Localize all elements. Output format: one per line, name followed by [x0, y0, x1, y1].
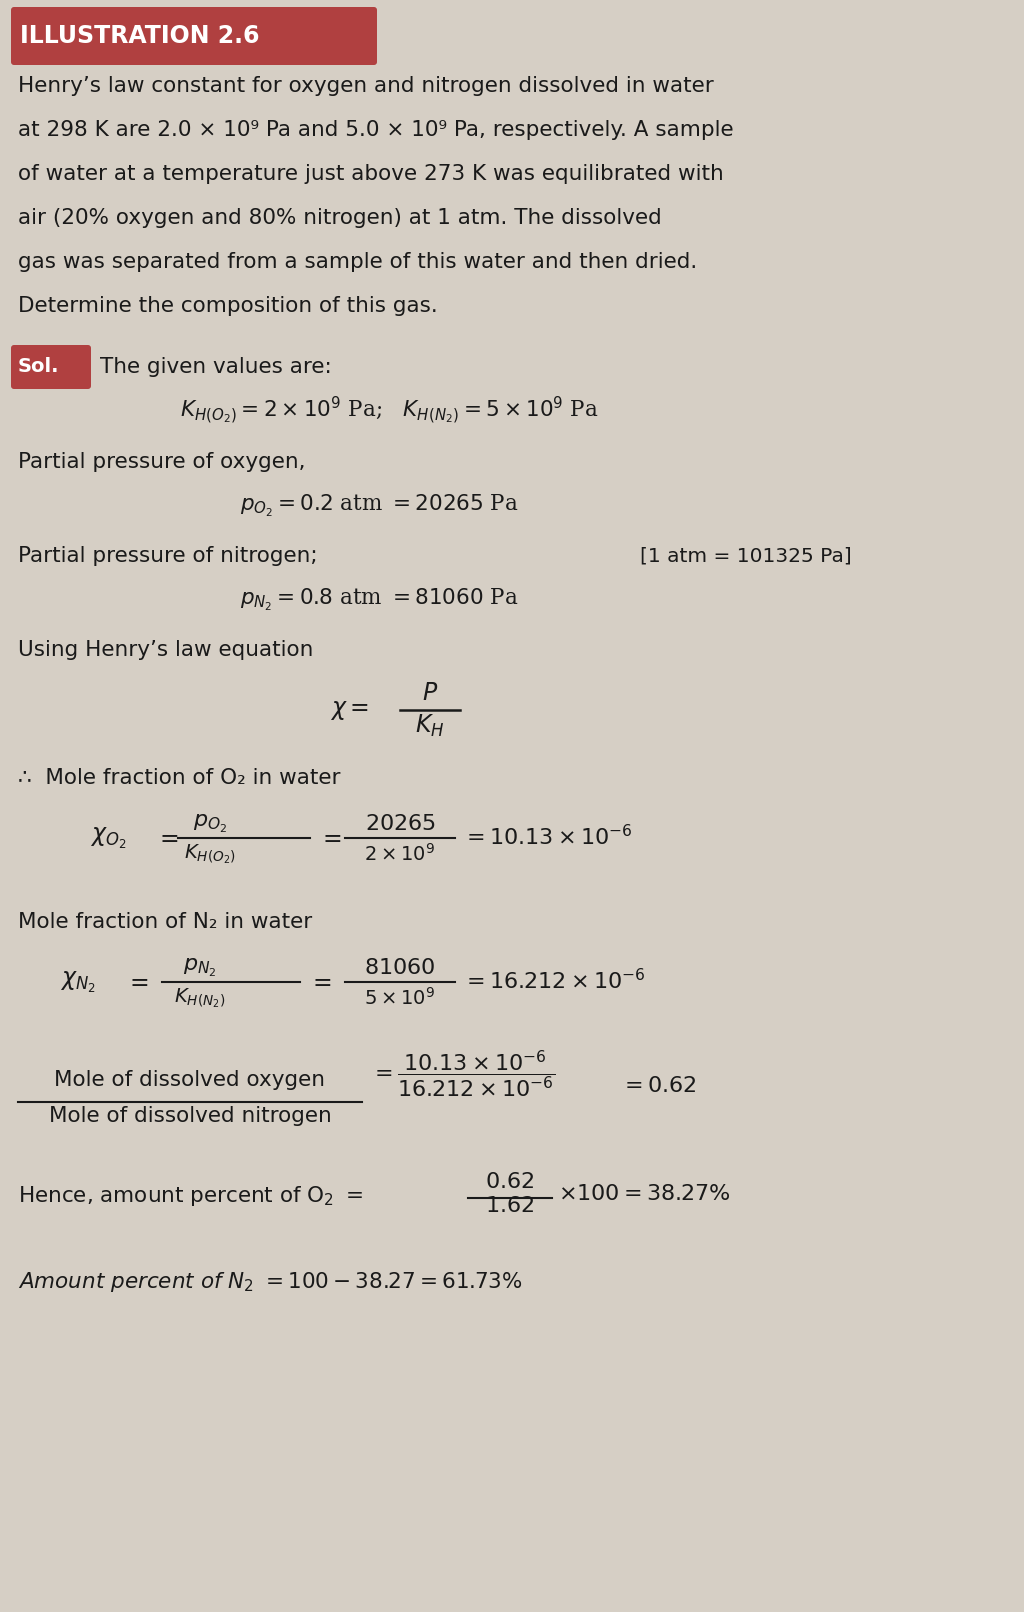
Text: $5 \times 10^9$: $5 \times 10^9$ — [365, 987, 435, 1009]
Text: $= \dfrac{10.13 \times 10^{-6}}{16.212 \times 10^{-6}}$: $= \dfrac{10.13 \times 10^{-6}}{16.212 \… — [370, 1048, 555, 1099]
Text: Hence, amount percent of O$_2$ $=$: Hence, amount percent of O$_2$ $=$ — [18, 1183, 362, 1207]
Text: gas was separated from a sample of this water and then dried.: gas was separated from a sample of this … — [18, 251, 697, 272]
Text: Mole of dissolved oxygen: Mole of dissolved oxygen — [54, 1070, 326, 1090]
Text: $= 0.62$: $= 0.62$ — [620, 1075, 696, 1098]
Text: Henry’s law constant for oxygen and nitrogen dissolved in water: Henry’s law constant for oxygen and nitr… — [18, 76, 714, 97]
Text: Sol.: Sol. — [18, 358, 59, 377]
Text: of water at a temperature just above 273 K was equilibrated with: of water at a temperature just above 273… — [18, 164, 724, 184]
Text: Mole fraction of N₂ in water: Mole fraction of N₂ in water — [18, 912, 312, 932]
Text: $\times 100 = 38.27\%$: $\times 100 = 38.27\%$ — [558, 1183, 731, 1206]
FancyBboxPatch shape — [11, 345, 91, 388]
Text: $2 \times 10^9$: $2 \times 10^9$ — [365, 843, 435, 866]
Text: $=$: $=$ — [155, 827, 179, 850]
Text: Determine the composition of this gas.: Determine the composition of this gas. — [18, 297, 437, 316]
Text: ILLUSTRATION 2.6: ILLUSTRATION 2.6 — [20, 24, 259, 48]
Text: $20265$: $20265$ — [365, 812, 435, 835]
Text: $0.62$: $0.62$ — [485, 1170, 535, 1193]
Text: $p_{N_2} = 0.8$ atm $= 81060$ Pa: $p_{N_2} = 0.8$ atm $= 81060$ Pa — [240, 587, 518, 613]
Text: [1 atm = 101325 Pa]: [1 atm = 101325 Pa] — [640, 546, 852, 564]
Text: $K_H$: $K_H$ — [416, 713, 444, 738]
Text: $\chi =$: $\chi =$ — [330, 698, 369, 722]
Text: air (20% oxygen and 80% nitrogen) at 1 atm. The dissolved: air (20% oxygen and 80% nitrogen) at 1 a… — [18, 208, 662, 227]
Text: The given values are:: The given values are: — [100, 356, 332, 377]
Text: $K_{H(O_2)}$: $K_{H(O_2)}$ — [184, 841, 236, 866]
Text: $= 10.13 \times 10^{-6}$: $= 10.13 \times 10^{-6}$ — [462, 825, 633, 851]
Text: $p_{N_2}$: $p_{N_2}$ — [183, 958, 217, 978]
Text: Mole of dissolved nitrogen: Mole of dissolved nitrogen — [48, 1106, 332, 1127]
Text: $=$: $=$ — [308, 970, 332, 993]
Text: $= 16.212 \times 10^{-6}$: $= 16.212 \times 10^{-6}$ — [462, 969, 646, 995]
Text: $=$: $=$ — [318, 827, 342, 850]
Text: $K_{H(N_2)}$: $K_{H(N_2)}$ — [174, 987, 225, 1009]
Text: $\chi_{N_2}$: $\chi_{N_2}$ — [60, 969, 95, 995]
Text: Partial pressure of nitrogen;: Partial pressure of nitrogen; — [18, 546, 317, 566]
Text: Amount percent of N$_2$ $= 100 - 38.27 = 61.73\%$: Amount percent of N$_2$ $= 100 - 38.27 =… — [18, 1270, 522, 1294]
Text: Partial pressure of oxygen,: Partial pressure of oxygen, — [18, 451, 305, 472]
Text: at 298 K are 2.0 × 10⁹ Pa and 5.0 × 10⁹ Pa, respectively. A sample: at 298 K are 2.0 × 10⁹ Pa and 5.0 × 10⁹ … — [18, 119, 733, 140]
Text: $P$: $P$ — [422, 682, 438, 706]
Text: $1.62$: $1.62$ — [485, 1194, 535, 1217]
Text: $p_{O_2}$: $p_{O_2}$ — [193, 812, 227, 835]
Text: ∴  Mole fraction of O₂ in water: ∴ Mole fraction of O₂ in water — [18, 767, 341, 788]
Text: $\chi_{O_2}$: $\chi_{O_2}$ — [90, 825, 126, 851]
Text: $K_{H(O_2)} = 2 \times 10^9$ Pa;   $K_{H(N_2)} = 5 \times 10^9$ Pa: $K_{H(O_2)} = 2 \times 10^9$ Pa; $K_{H(N… — [180, 395, 599, 426]
FancyBboxPatch shape — [11, 6, 377, 64]
Text: Using Henry’s law equation: Using Henry’s law equation — [18, 640, 313, 659]
Text: $=$: $=$ — [125, 970, 148, 993]
Text: $p_{O_2} = 0.2$ atm $= 20265$ Pa: $p_{O_2} = 0.2$ atm $= 20265$ Pa — [240, 493, 518, 519]
Text: $81060$: $81060$ — [365, 958, 435, 978]
